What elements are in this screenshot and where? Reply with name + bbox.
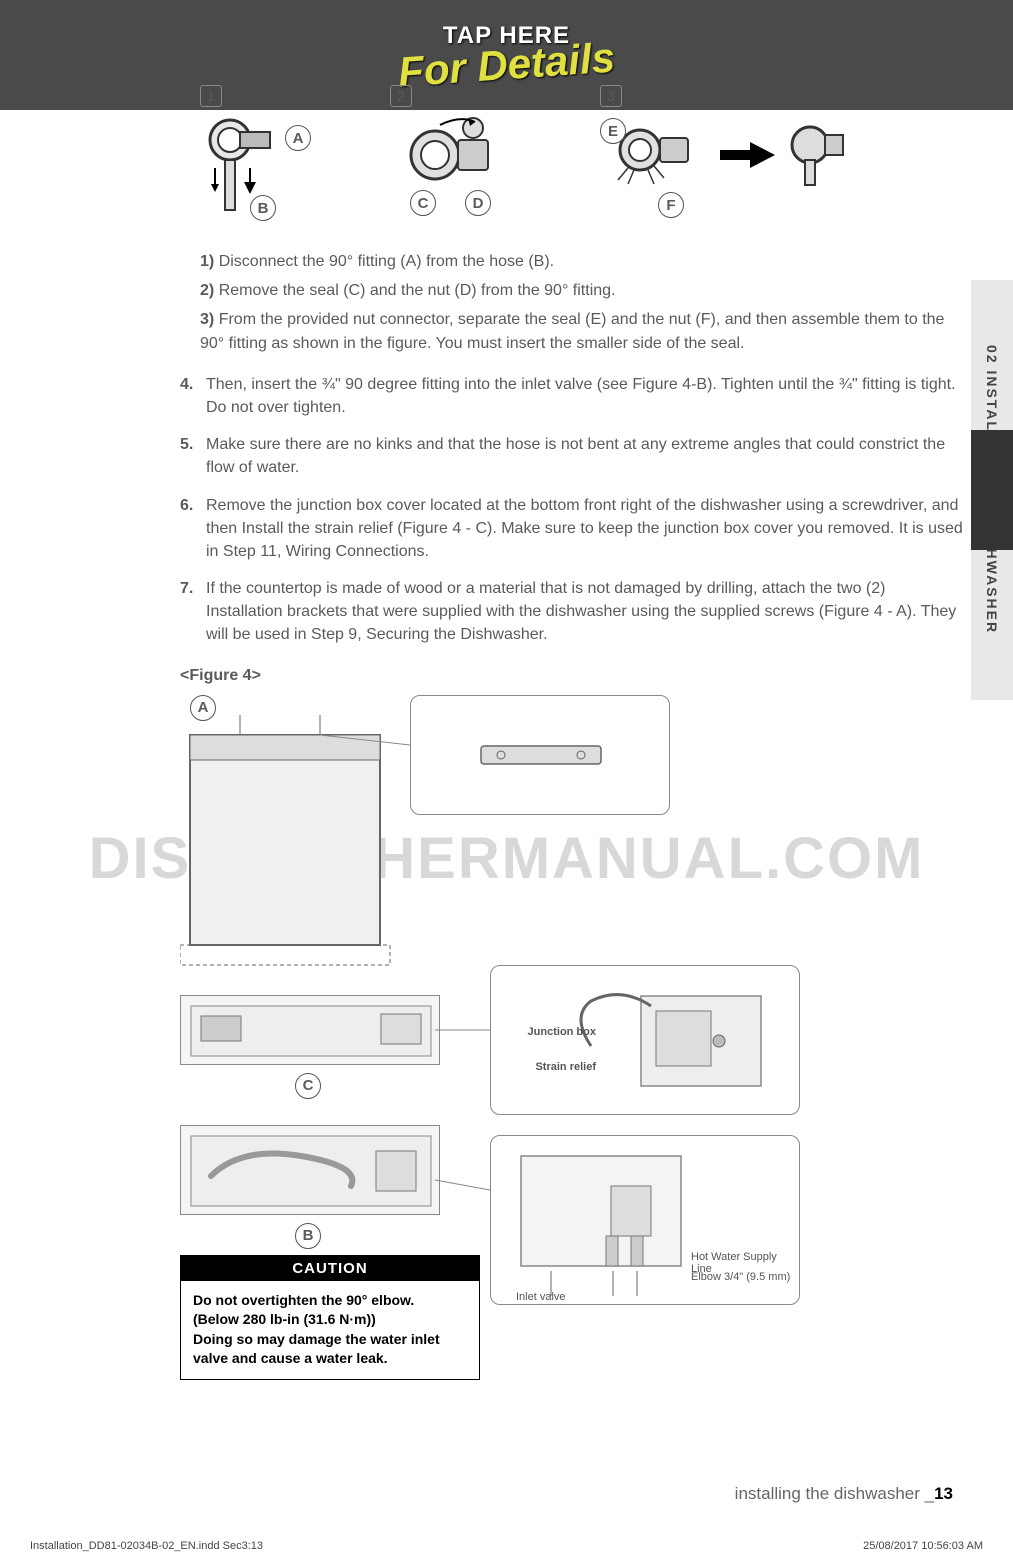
leader-a bbox=[320, 715, 420, 755]
panel-b bbox=[180, 1125, 440, 1215]
banner-bottom-text: For Details bbox=[397, 36, 616, 93]
step-box-1: 1 bbox=[200, 85, 222, 107]
junction-box-svg bbox=[491, 966, 801, 1116]
callout-a-detail bbox=[410, 695, 670, 815]
footer-text: installing the dishwasher _ bbox=[735, 1484, 934, 1503]
figure4-callout-a: A bbox=[190, 695, 216, 721]
leader-c bbox=[435, 1015, 505, 1045]
main-step-5: 5.Make sure there are no kinks and that … bbox=[180, 433, 963, 479]
caution-box: CAUTION Do not overtighten the 90° elbow… bbox=[180, 1255, 480, 1380]
callout-a: A bbox=[285, 125, 311, 151]
sub-step-1: 1) Disconnect the 90° fitting (A) from t… bbox=[200, 250, 963, 273]
page-number: 13 bbox=[934, 1484, 953, 1503]
step-box-3: 3 bbox=[600, 85, 622, 107]
panel-c bbox=[180, 995, 440, 1065]
indd-timestamp: 25/08/2017 10:56:03 AM bbox=[863, 1540, 983, 1552]
bracket-detail-svg bbox=[411, 696, 671, 816]
sub-step-3: 3) From the provided nut connector, sepa… bbox=[200, 308, 963, 354]
sub-step-2: 2) Remove the seal (C) and the nut (D) f… bbox=[200, 279, 963, 302]
leader-b bbox=[435, 1165, 505, 1195]
junction-box-detail: Junction box Strain relief bbox=[490, 965, 800, 1115]
main-step-4: 4.Then, insert the ¾" 90 degree fitting … bbox=[180, 373, 963, 419]
indd-filename: Installation_DD81-02034B-02_EN.indd Sec3… bbox=[30, 1540, 263, 1552]
junction-box-label: Junction box bbox=[501, 1026, 596, 1038]
main-steps-list: 4.Then, insert the ¾" 90 degree fitting … bbox=[180, 373, 963, 647]
page-content: 1 A B 2 bbox=[0, 110, 1013, 1315]
figure4-callout-c: C bbox=[295, 1073, 321, 1099]
figure-4-area: A C bbox=[180, 695, 880, 1315]
cta-banner[interactable]: TAP HERE For Details bbox=[0, 0, 1013, 110]
figure4-callout-b: B bbox=[295, 1223, 321, 1249]
top-diagrams-row: 1 A B 2 bbox=[180, 110, 963, 220]
callout-b: B bbox=[250, 195, 276, 221]
callout-f: F bbox=[658, 192, 684, 218]
step-box-2: 2 bbox=[390, 85, 412, 107]
diagram-3: 3 E F bbox=[600, 110, 860, 220]
callout-c: C bbox=[410, 190, 436, 216]
callout-d: D bbox=[465, 190, 491, 216]
main-step-6: 6.Remove the junction box cover located … bbox=[180, 494, 963, 564]
sub-steps-list: 1) Disconnect the 90° fitting (A) from t… bbox=[180, 250, 963, 355]
inlet-valve-detail: Hot Water Supply Line Elbow 3/4" (9.5 mm… bbox=[490, 1135, 800, 1305]
figure-4-title: <Figure 4> bbox=[180, 667, 963, 685]
fitting-3-svg bbox=[600, 110, 860, 220]
diagram-2: 2 C D bbox=[390, 110, 540, 220]
callout-e: E bbox=[600, 118, 626, 144]
inlet-valve-label: Inlet valve bbox=[516, 1291, 566, 1303]
panel-b-svg bbox=[181, 1126, 441, 1216]
main-step-7: 7.If the countertop is made of wood or a… bbox=[180, 577, 963, 647]
panel-c-svg bbox=[181, 996, 441, 1066]
caution-header: CAUTION bbox=[181, 1256, 479, 1281]
elbow-label: Elbow 3/4" (9.5 mm) bbox=[691, 1271, 790, 1283]
diagram-1: 1 A B bbox=[200, 110, 330, 220]
strain-relief-label: Strain relief bbox=[501, 1061, 596, 1073]
caution-body: Do not overtighten the 90° elbow. (Below… bbox=[181, 1281, 479, 1379]
page-footer: installing the dishwasher _13 bbox=[735, 1484, 953, 1504]
